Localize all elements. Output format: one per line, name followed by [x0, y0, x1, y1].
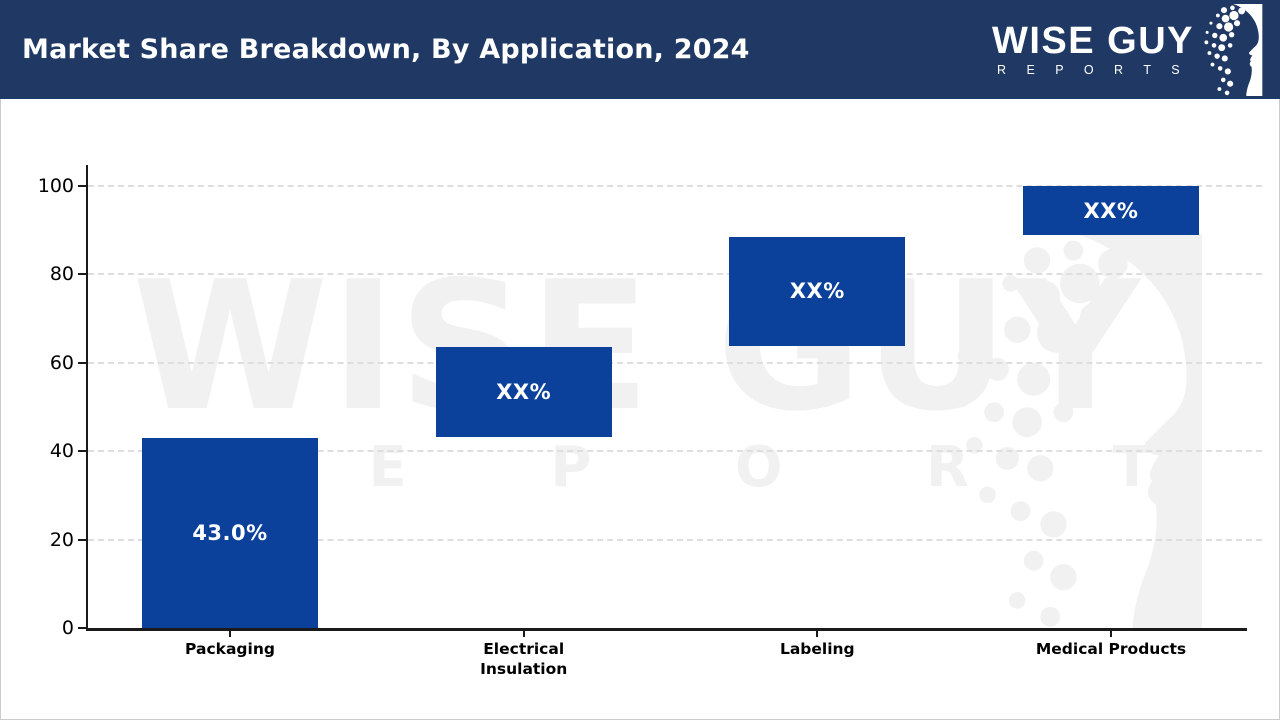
- bar-value-label: XX%: [789, 279, 845, 304]
- x-tick-mark: [1110, 630, 1112, 637]
- x-category-label: Labeling: [779, 640, 855, 658]
- x-category-label: Electrical Insulation: [480, 640, 568, 679]
- gridline-80: [88, 273, 1262, 275]
- logo-text: WISE GUY R E P O R T S: [992, 22, 1194, 77]
- bar-packaging: 43.0%: [142, 437, 318, 628]
- bar-value-label: XX%: [1083, 198, 1139, 223]
- bar-electrical-insulation: XX%: [435, 347, 612, 437]
- logo-wordmark: WISE GUY: [991, 20, 1194, 62]
- bar-medical-products: XX%: [1023, 186, 1199, 236]
- wise-guy-head-icon: [1182, 4, 1266, 96]
- y-tick-label: 20: [49, 528, 74, 551]
- y-tick-label: 40: [49, 440, 74, 462]
- gridline-20: [88, 538, 1262, 541]
- x-category-label: Medical Products: [1035, 640, 1187, 658]
- x-axis-line: [86, 628, 1247, 631]
- y-tick-mark: [78, 450, 87, 452]
- x-category-label: Packaging: [185, 640, 275, 658]
- x-tick-mark: [522, 630, 525, 637]
- bar-labeling: XX%: [729, 236, 906, 347]
- y-tick-label: 80: [49, 263, 74, 285]
- y-axis-line: [86, 165, 88, 629]
- y-tick-label: 100: [37, 174, 74, 197]
- y-tick-mark: [78, 627, 87, 629]
- gridline-100: [88, 184, 1262, 187]
- y-tick-label: 0: [61, 617, 74, 639]
- y-tick-mark: [78, 361, 87, 364]
- gridline-40: [88, 450, 1262, 452]
- wise-guy-logo: WISE GUY R E P O R T S: [992, 4, 1266, 96]
- chart-title: Market Share Breakdown, By Application, …: [22, 34, 750, 65]
- y-tick-mark: [78, 538, 87, 541]
- gridline-60: [88, 361, 1262, 364]
- x-tick-mark: [229, 630, 231, 637]
- y-tick-mark: [78, 273, 87, 275]
- y-tick-mark: [78, 184, 87, 187]
- bar-value-label: 43.0%: [192, 520, 268, 545]
- header-bar: Market Share Breakdown, By Application, …: [0, 0, 1280, 99]
- x-tick-mark: [816, 630, 819, 637]
- logo-subtitle: R E P O R T S: [996, 63, 1189, 77]
- y-tick-label: 60: [49, 351, 74, 374]
- bar-value-label: XX%: [496, 380, 552, 405]
